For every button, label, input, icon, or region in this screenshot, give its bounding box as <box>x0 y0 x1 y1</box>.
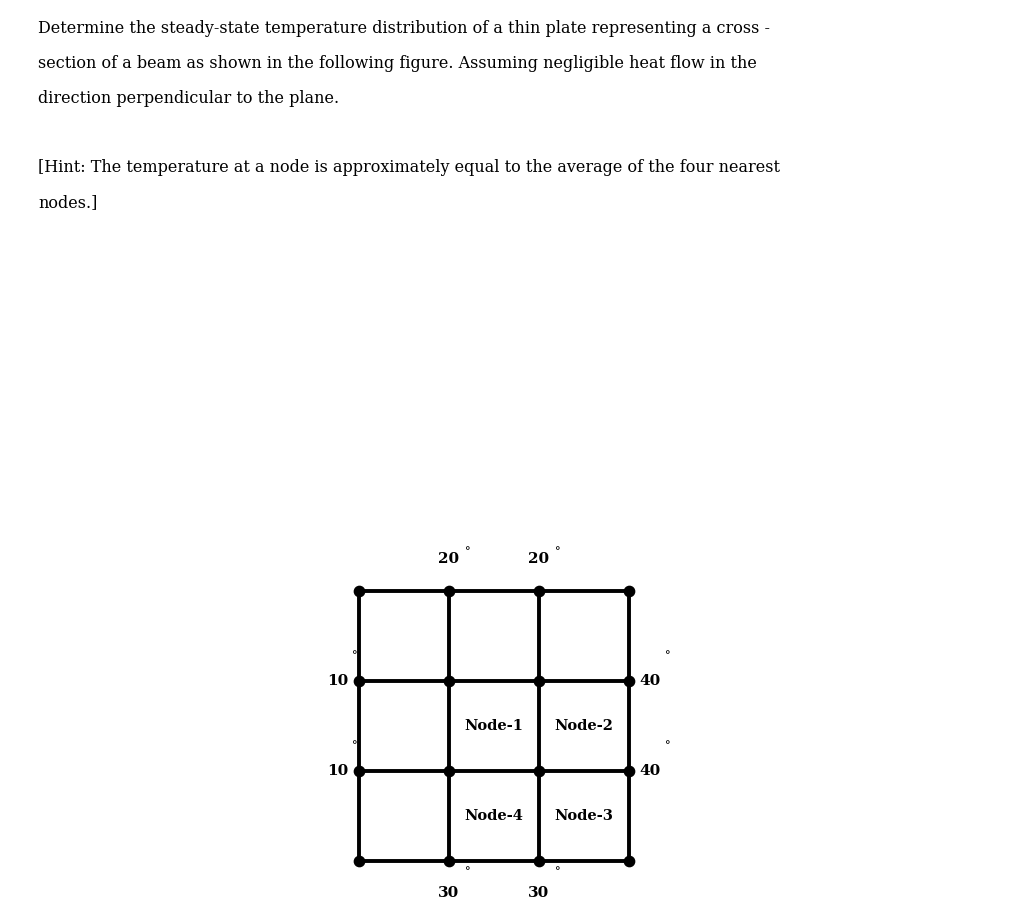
Point <box>621 673 637 688</box>
Point <box>351 854 368 868</box>
Text: °: ° <box>465 545 471 556</box>
Point <box>530 673 547 688</box>
Text: [Hint: The temperature at a node is approximately equal to the average of the fo: [Hint: The temperature at a node is appr… <box>38 159 780 177</box>
Text: Node-2: Node-2 <box>555 719 613 733</box>
Point <box>351 584 368 598</box>
Text: Determine the steady-state temperature distribution of a thin plate representing: Determine the steady-state temperature d… <box>38 20 770 38</box>
Point <box>440 764 457 779</box>
Text: 40: 40 <box>640 674 662 688</box>
Text: Node-3: Node-3 <box>555 809 613 824</box>
Text: °: ° <box>352 651 357 662</box>
Point <box>440 584 457 598</box>
Text: 10: 10 <box>327 674 348 688</box>
Point <box>440 854 457 868</box>
Point <box>351 673 368 688</box>
Text: direction perpendicular to the plane.: direction perpendicular to the plane. <box>38 90 339 107</box>
Point <box>621 584 637 598</box>
Text: 20: 20 <box>438 552 460 565</box>
Point <box>530 764 547 779</box>
Text: 10: 10 <box>327 764 348 778</box>
Text: Node-1: Node-1 <box>465 719 523 733</box>
Text: °: ° <box>465 867 471 877</box>
Text: 20: 20 <box>528 552 550 565</box>
Text: °: ° <box>555 867 561 877</box>
Text: °: ° <box>665 740 671 751</box>
Text: °: ° <box>665 651 671 662</box>
Text: Node-4: Node-4 <box>465 809 523 824</box>
Text: °: ° <box>555 545 561 556</box>
Point <box>621 764 637 779</box>
Point <box>530 854 547 868</box>
Point <box>351 764 368 779</box>
Point <box>440 673 457 688</box>
Text: 40: 40 <box>640 764 662 778</box>
Point <box>621 854 637 868</box>
Text: section of a beam as shown in the following figure. Assuming negligible heat flo: section of a beam as shown in the follow… <box>38 55 757 72</box>
Text: 30: 30 <box>438 887 460 900</box>
Text: °: ° <box>352 740 357 751</box>
Text: 30: 30 <box>528 887 550 900</box>
Text: nodes.]: nodes.] <box>38 194 97 211</box>
Point <box>530 584 547 598</box>
